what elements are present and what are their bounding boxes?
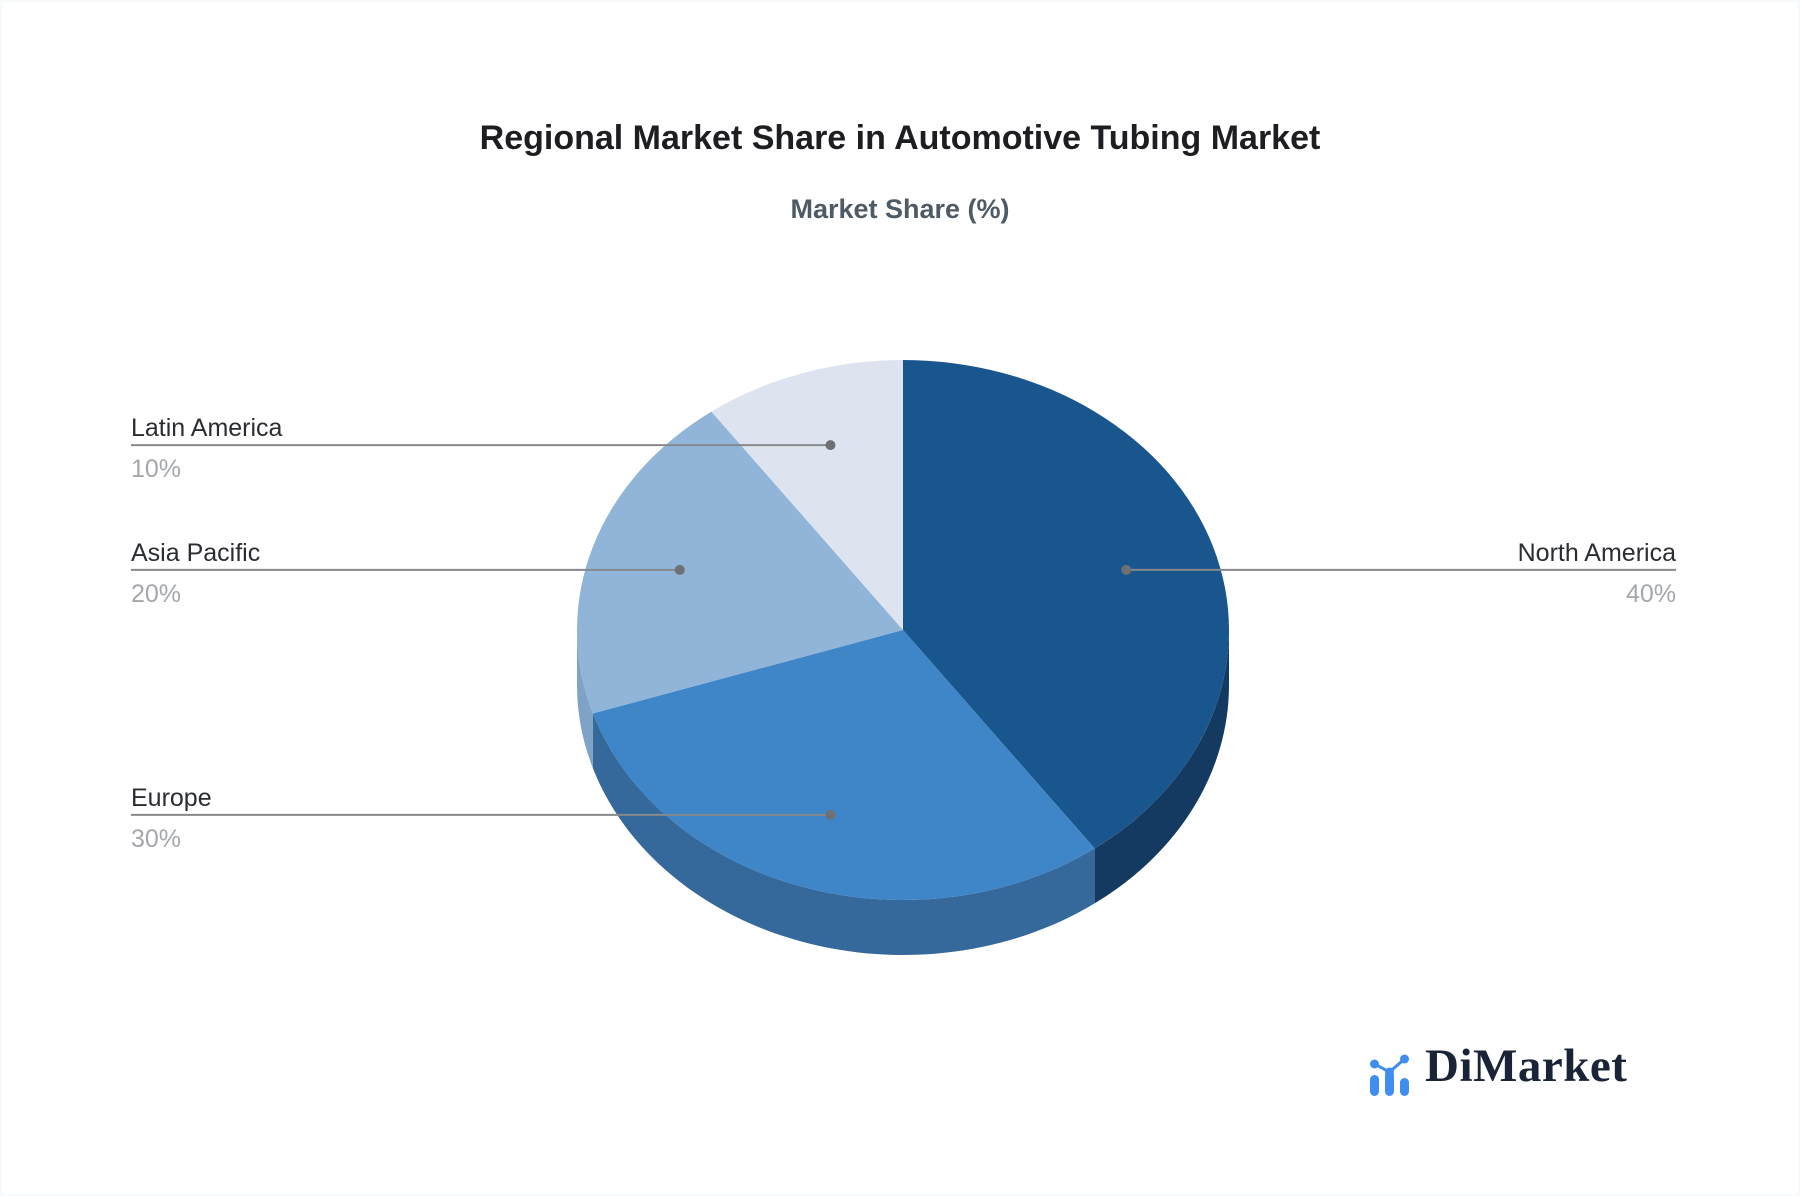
leader-dot-north-america bbox=[1121, 564, 1132, 575]
slice-value-asia-pacific: 20% bbox=[131, 580, 181, 608]
slice-value-europe: 30% bbox=[131, 825, 181, 853]
brand-logo: DiMarket bbox=[1363, 1040, 1627, 1098]
leader-dot-latin-america bbox=[825, 440, 836, 451]
slice-label-asia-pacific: Asia Pacific bbox=[131, 539, 260, 567]
slice-label-latin-america: Latin America bbox=[131, 414, 283, 442]
leader-dot-asia-pacific bbox=[674, 564, 685, 575]
pie-slice-latin-america bbox=[711, 360, 903, 630]
pie-slice-europe bbox=[592, 630, 1095, 900]
chart-title: Regional Market Share in Automotive Tubi… bbox=[479, 119, 1321, 157]
slice-value-north-america: 40% bbox=[1626, 580, 1676, 608]
pie-slice-side-north-america bbox=[1094, 630, 1229, 904]
brand-name: DiMarket bbox=[1425, 1040, 1628, 1092]
pie-slice-asia-pacific bbox=[577, 411, 903, 714]
pie-slice-side-europe bbox=[592, 713, 1095, 955]
bar-line-chart-icon bbox=[1370, 1054, 1409, 1096]
pie-slice-side-asia-pacific bbox=[577, 630, 593, 769]
slice-label-europe: Europe bbox=[131, 784, 212, 812]
slice-label-north-america: North America bbox=[1518, 539, 1676, 567]
pie-slice-north-america bbox=[903, 360, 1229, 849]
leader-dot-europe bbox=[825, 809, 836, 820]
chart-subtitle: Market Share (%) bbox=[790, 194, 1010, 224]
slice-value-latin-america: 10% bbox=[131, 455, 181, 483]
